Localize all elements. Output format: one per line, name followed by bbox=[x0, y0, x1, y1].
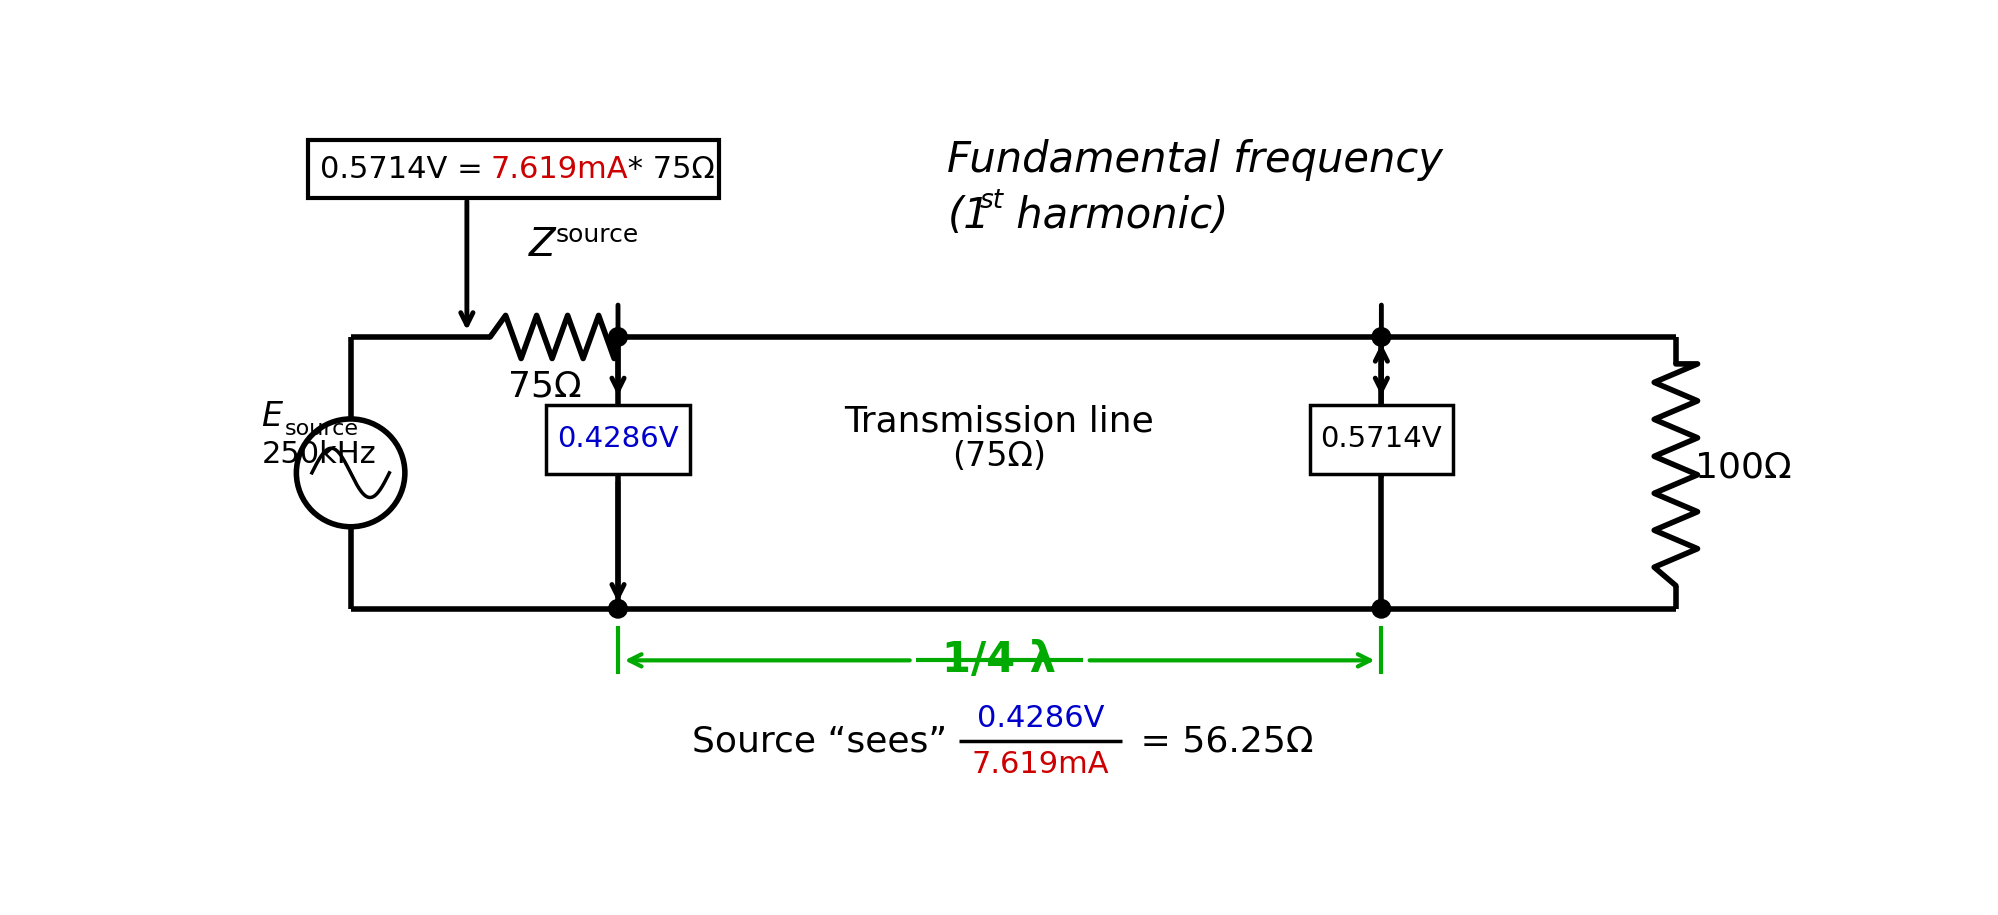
Text: st: st bbox=[979, 188, 1003, 214]
Text: Transmission line: Transmission line bbox=[843, 404, 1153, 438]
FancyBboxPatch shape bbox=[308, 140, 719, 198]
Text: (75Ω): (75Ω) bbox=[951, 440, 1045, 473]
Text: 100Ω: 100Ω bbox=[1694, 451, 1790, 485]
Text: (1: (1 bbox=[947, 195, 989, 237]
Circle shape bbox=[1371, 599, 1391, 618]
Text: 0.5714V: 0.5714V bbox=[1321, 425, 1441, 453]
Text: = 56.25Ω: = 56.25Ω bbox=[1129, 724, 1313, 759]
Circle shape bbox=[609, 599, 627, 618]
Text: * 75Ω: * 75Ω bbox=[617, 155, 715, 184]
Text: Source “sees”: Source “sees” bbox=[691, 724, 947, 759]
Text: source: source bbox=[284, 419, 358, 439]
Text: 0.5714V =: 0.5714V = bbox=[320, 155, 492, 184]
Circle shape bbox=[1371, 328, 1391, 346]
Text: 7.619mA: 7.619mA bbox=[971, 749, 1109, 779]
Text: 250kHz: 250kHz bbox=[262, 440, 376, 469]
Text: harmonic): harmonic) bbox=[1003, 195, 1229, 237]
Text: 75Ω: 75Ω bbox=[507, 370, 581, 404]
Text: 0.4286V: 0.4286V bbox=[977, 704, 1103, 733]
FancyBboxPatch shape bbox=[1309, 404, 1453, 474]
Text: E: E bbox=[262, 400, 282, 433]
Text: Z: Z bbox=[529, 226, 555, 264]
FancyBboxPatch shape bbox=[545, 404, 689, 474]
Text: 1/4 λ: 1/4 λ bbox=[941, 640, 1055, 682]
Text: 7.619mA: 7.619mA bbox=[490, 155, 627, 184]
Circle shape bbox=[609, 328, 627, 346]
Text: 0.4286V: 0.4286V bbox=[557, 425, 679, 453]
Text: source: source bbox=[555, 223, 639, 247]
Text: Fundamental frequency: Fundamental frequency bbox=[947, 139, 1443, 181]
